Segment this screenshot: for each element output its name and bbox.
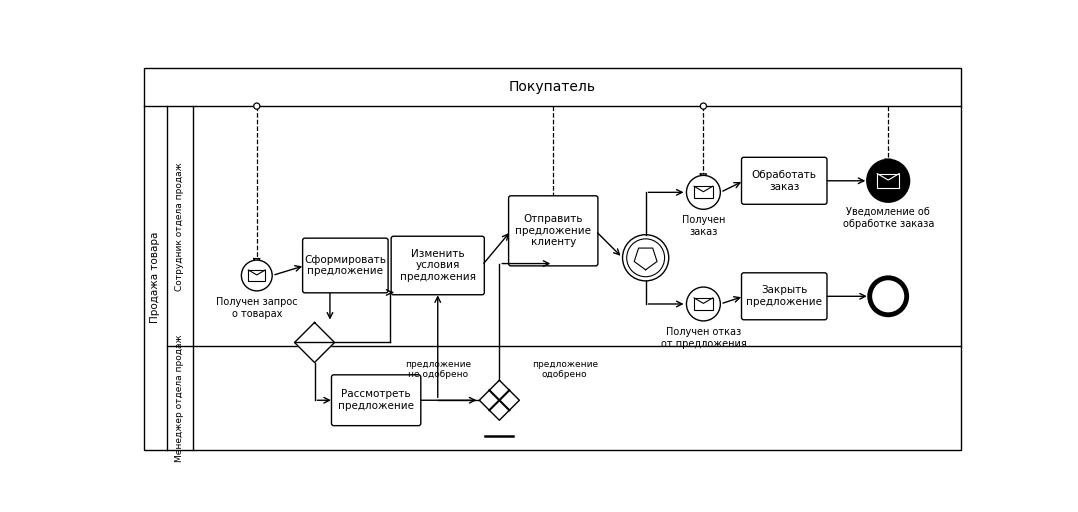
Text: Отправить
предложение
клиенту: Отправить предложение клиенту <box>515 214 591 247</box>
Text: Получен отказ
от предложения: Получен отказ от предложения <box>661 327 746 349</box>
FancyBboxPatch shape <box>509 196 598 266</box>
Text: Получен
заказ: Получен заказ <box>681 216 725 237</box>
FancyBboxPatch shape <box>742 273 827 320</box>
Circle shape <box>241 260 272 291</box>
Text: Покупатель: Покупатель <box>509 80 596 94</box>
Text: Закрыть
предложение: Закрыть предложение <box>746 286 823 307</box>
Text: Получен запрос
о товарах: Получен запрос о товарах <box>216 297 298 318</box>
Text: предложение
не одобрено: предложение не одобрено <box>404 360 471 379</box>
FancyBboxPatch shape <box>331 375 420 425</box>
Circle shape <box>687 176 720 209</box>
Circle shape <box>623 234 668 281</box>
Circle shape <box>253 103 260 109</box>
Text: предложение
одобрено: предложение одобрено <box>531 360 598 379</box>
Text: Обработать
заказ: Обработать заказ <box>751 170 817 191</box>
Bar <box>248 270 265 281</box>
Text: Менеджер отдела продаж: Менеджер отдела продаж <box>176 334 184 462</box>
Circle shape <box>868 161 908 201</box>
Text: Изменить
условия
предложения: Изменить условия предложения <box>400 249 475 282</box>
Text: Сформировать
предложение: Сформировать предложение <box>304 254 386 276</box>
Bar <box>694 298 713 310</box>
Circle shape <box>687 287 720 321</box>
Text: Уведомление об
обработке заказа: Уведомление об обработке заказа <box>843 207 934 228</box>
Polygon shape <box>294 323 334 362</box>
FancyBboxPatch shape <box>742 157 827 204</box>
Bar <box>694 186 713 199</box>
Circle shape <box>870 278 907 315</box>
Polygon shape <box>480 380 520 420</box>
Bar <box>877 174 899 188</box>
Text: Продажа товара: Продажа товара <box>150 232 161 324</box>
FancyBboxPatch shape <box>391 236 484 295</box>
Circle shape <box>701 103 706 109</box>
Text: Рассмотреть
предложение: Рассмотреть предложение <box>338 390 414 411</box>
FancyBboxPatch shape <box>303 238 388 293</box>
Text: Сотрудник отдела продаж: Сотрудник отдела продаж <box>176 162 184 291</box>
